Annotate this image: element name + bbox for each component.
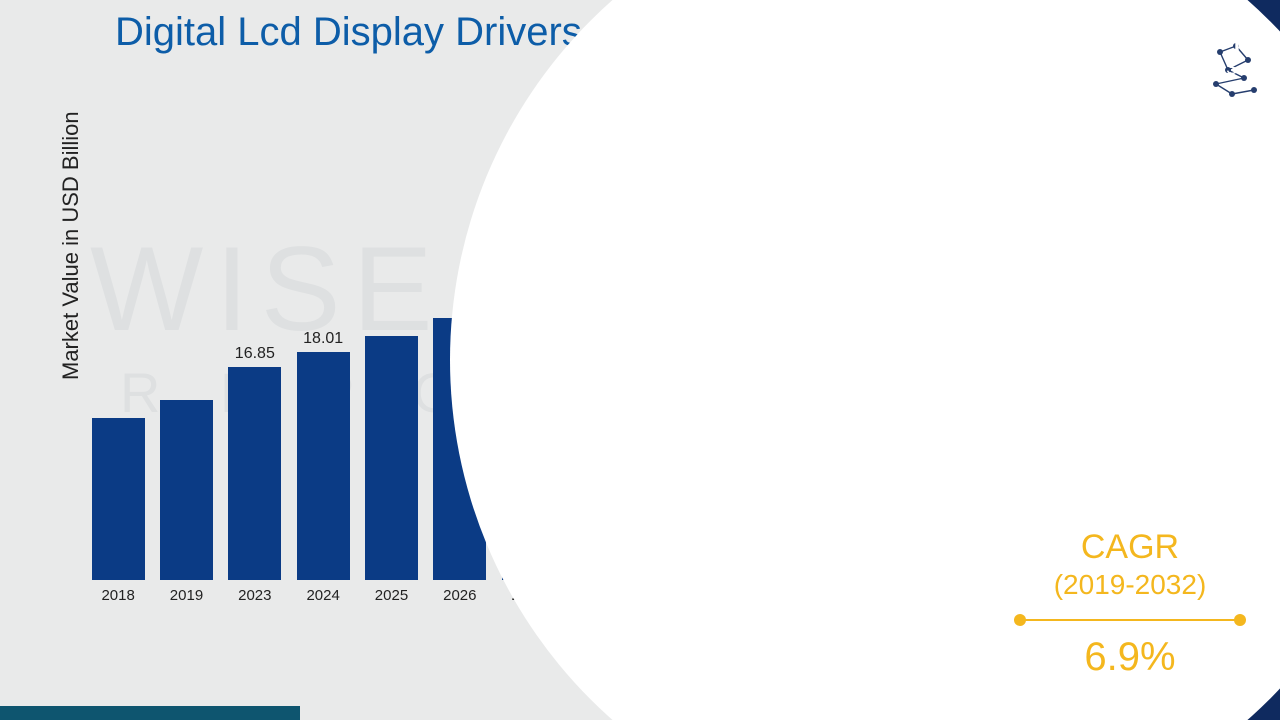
cagr-label: CAGR bbox=[1000, 528, 1260, 567]
cagr-period: (2019-2032) bbox=[1000, 569, 1260, 601]
x-tick-label: 2026 bbox=[426, 587, 494, 604]
bar: 18.01 bbox=[297, 352, 350, 580]
cagr-value: 6.9% bbox=[1000, 635, 1260, 680]
divider-dot-right-icon bbox=[1234, 614, 1246, 626]
x-tick-label: 2023 bbox=[221, 587, 289, 604]
bar bbox=[92, 418, 145, 580]
brand-logo: WISE GUY REPORTS bbox=[1048, 20, 1252, 79]
divider-dot-left-icon bbox=[1014, 614, 1026, 626]
cagr-box: CAGR (2019-2032) 6.9% bbox=[1000, 528, 1260, 680]
brand-logo-main: WISE GUY bbox=[1048, 20, 1252, 62]
bar-value-label: 16.85 bbox=[228, 345, 281, 363]
y-axis-label: Market Value in USD Billion bbox=[58, 111, 84, 380]
footer-stripe bbox=[0, 706, 300, 720]
bar-value-label: 18.01 bbox=[297, 330, 350, 348]
right-panel: WISE GUY REPORTS CAGR (2019-2032) 6.9% bbox=[970, 0, 1280, 720]
bar bbox=[160, 400, 213, 580]
cagr-divider bbox=[1020, 619, 1240, 621]
x-tick-label: 2019 bbox=[152, 587, 220, 604]
bar bbox=[365, 336, 418, 580]
brand-logo-sub: REPORTS bbox=[1048, 58, 1252, 79]
x-tick-label: 2024 bbox=[289, 587, 357, 604]
x-tick-label: 2018 bbox=[84, 587, 152, 604]
x-tick-label: 2025 bbox=[357, 587, 425, 604]
infographic-stage: WISE GUY R E P O R T S Digital Lcd Displ… bbox=[0, 0, 1280, 720]
bar: 16.85 bbox=[228, 367, 281, 580]
